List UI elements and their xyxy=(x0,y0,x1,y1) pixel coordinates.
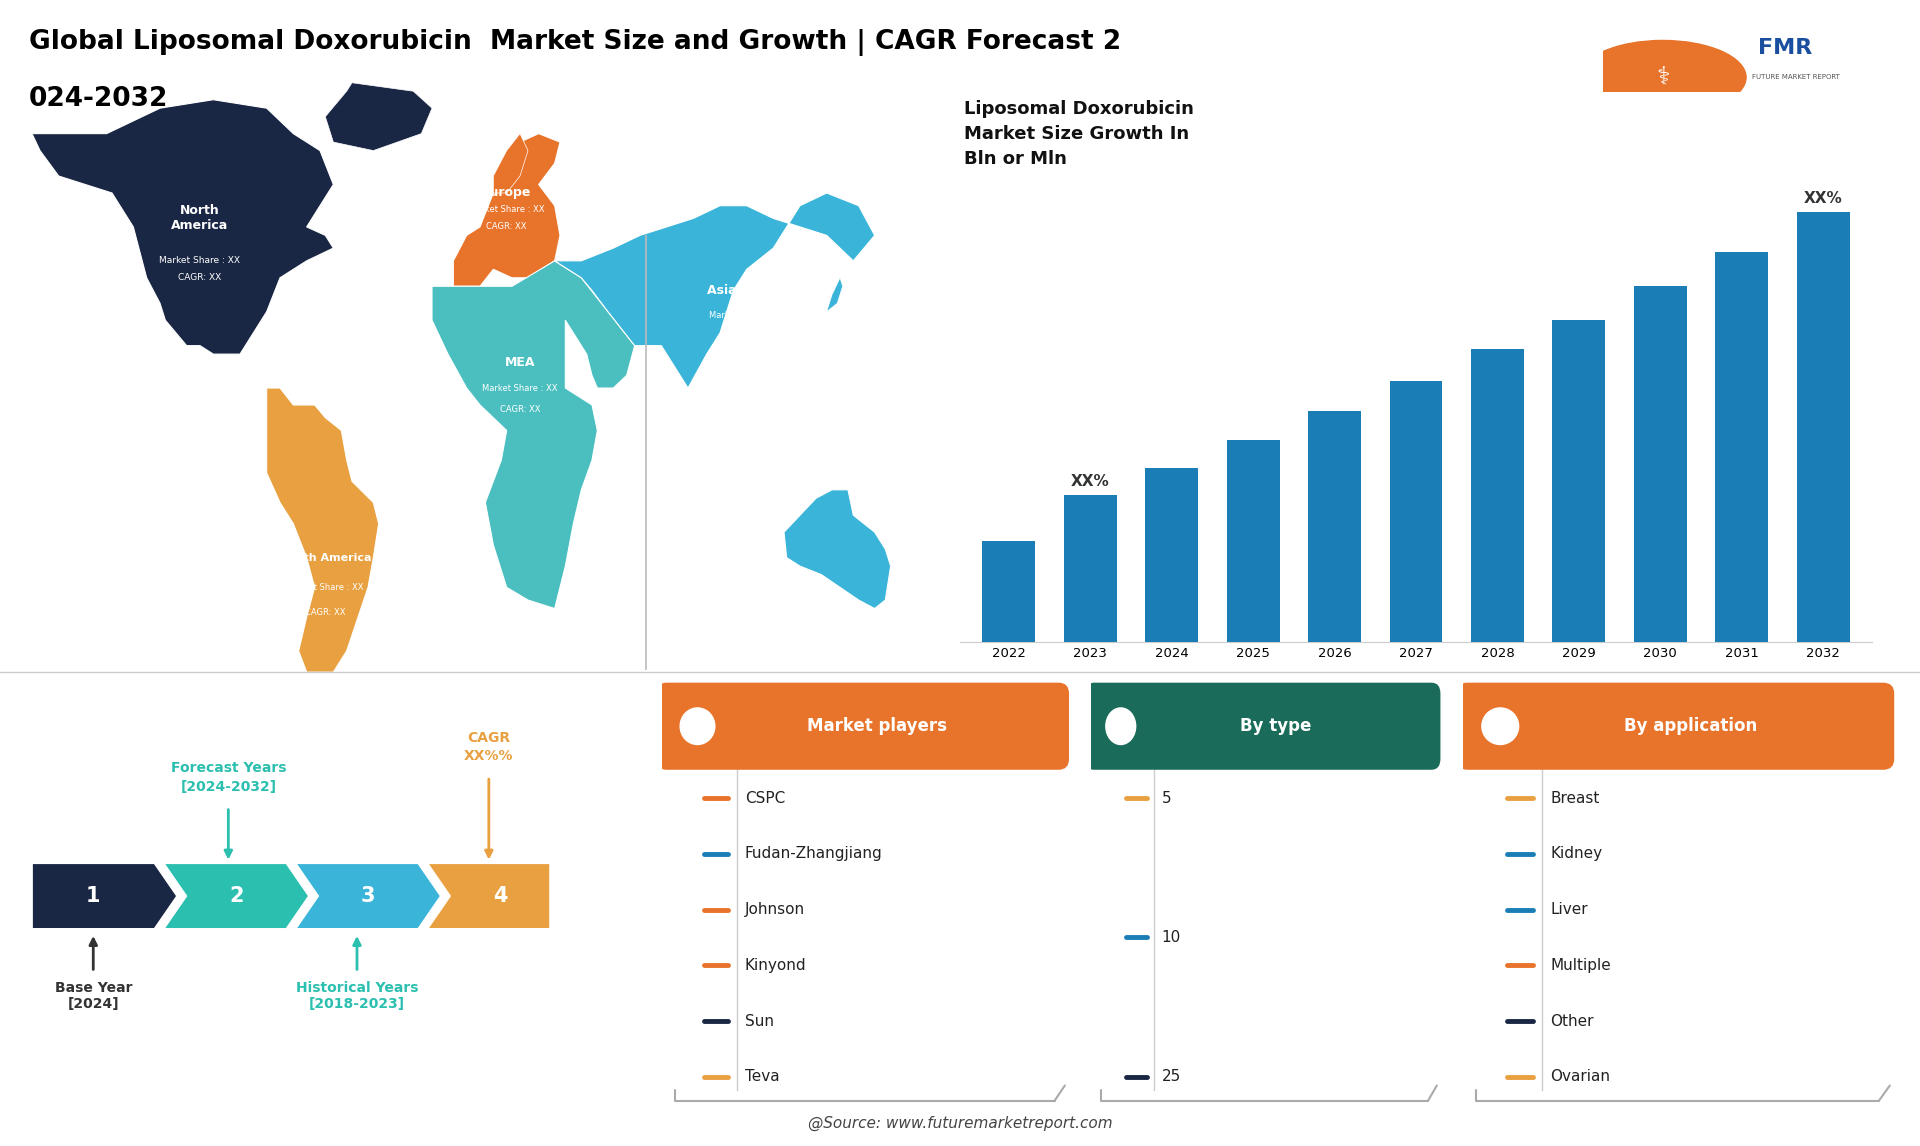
Text: XX%: XX% xyxy=(1803,191,1843,206)
Polygon shape xyxy=(324,83,432,150)
Text: 1: 1 xyxy=(86,886,100,906)
Circle shape xyxy=(680,708,714,745)
FancyBboxPatch shape xyxy=(1457,683,1895,770)
Circle shape xyxy=(1106,708,1135,745)
Polygon shape xyxy=(267,388,378,672)
Text: FUTURE MARKET REPORT: FUTURE MARKET REPORT xyxy=(1751,74,1839,80)
Polygon shape xyxy=(428,863,549,928)
Text: MEA: MEA xyxy=(505,356,536,369)
Bar xyxy=(1144,468,1198,642)
Text: 024-2032: 024-2032 xyxy=(29,86,169,112)
Text: CAGR: XX: CAGR: XX xyxy=(499,405,540,414)
Text: Market Share : XX: Market Share : XX xyxy=(468,205,545,214)
Text: Breast: Breast xyxy=(1551,791,1599,806)
Text: By type: By type xyxy=(1240,717,1311,736)
Text: 10: 10 xyxy=(1162,929,1181,945)
Text: Ovarian: Ovarian xyxy=(1551,1069,1611,1084)
Bar xyxy=(1797,212,1849,642)
Text: Market Share : XX: Market Share : XX xyxy=(288,583,363,591)
Text: Market Share : XX: Market Share : XX xyxy=(708,312,785,321)
Text: 4: 4 xyxy=(493,886,507,906)
Polygon shape xyxy=(163,863,309,928)
Text: Market Share : XX: Market Share : XX xyxy=(159,257,240,266)
Text: North
America: North America xyxy=(171,204,228,233)
Text: Johnson: Johnson xyxy=(745,902,804,917)
Text: Forecast Years
[2024-2032]: Forecast Years [2024-2032] xyxy=(171,761,286,794)
Circle shape xyxy=(1482,708,1519,745)
Text: Market players: Market players xyxy=(806,717,947,736)
Polygon shape xyxy=(555,193,876,388)
Bar xyxy=(1064,495,1117,642)
Text: Market Share : XX: Market Share : XX xyxy=(482,384,557,393)
Polygon shape xyxy=(33,863,177,928)
Polygon shape xyxy=(432,261,636,609)
Text: Base Year
[2024]: Base Year [2024] xyxy=(54,981,132,1011)
Text: Liver: Liver xyxy=(1551,902,1588,917)
Text: South America: South America xyxy=(280,552,371,563)
Text: Asia Pacific: Asia Pacific xyxy=(707,284,787,297)
Text: FMR: FMR xyxy=(1759,38,1812,58)
Text: CSPC: CSPC xyxy=(745,791,785,806)
Text: @Source: www.futuremarketreport.com: @Source: www.futuremarketreport.com xyxy=(808,1116,1112,1131)
Polygon shape xyxy=(33,100,334,354)
Bar xyxy=(1715,252,1768,642)
Text: CAGR: XX: CAGR: XX xyxy=(726,332,766,342)
FancyBboxPatch shape xyxy=(657,683,1069,770)
Text: Europe: Europe xyxy=(482,187,532,199)
Polygon shape xyxy=(493,134,528,193)
Text: Historical Years
[2018-2023]: Historical Years [2018-2023] xyxy=(296,981,419,1011)
Text: Sun: Sun xyxy=(745,1013,774,1029)
Text: Liposomal Doxorubicin
Market Size Growth In
Bln or Mln: Liposomal Doxorubicin Market Size Growth… xyxy=(964,101,1194,168)
Text: Kidney: Kidney xyxy=(1551,846,1603,862)
Bar xyxy=(983,541,1035,642)
Text: Global Liposomal Doxorubicin  Market Size and Growth | CAGR Forecast 2: Global Liposomal Doxorubicin Market Size… xyxy=(29,29,1121,56)
Bar xyxy=(1390,380,1442,642)
Text: 2: 2 xyxy=(228,886,244,906)
Text: Multiple: Multiple xyxy=(1551,958,1611,973)
Text: Fudan-Zhangjiang: Fudan-Zhangjiang xyxy=(745,846,883,862)
Text: CAGR: XX: CAGR: XX xyxy=(486,222,526,231)
Text: CAGR: XX: CAGR: XX xyxy=(179,273,221,282)
Text: 5: 5 xyxy=(1162,791,1171,806)
FancyBboxPatch shape xyxy=(1085,683,1440,770)
Text: XX%: XX% xyxy=(1071,474,1110,489)
Bar xyxy=(1634,285,1688,642)
Bar xyxy=(1308,411,1361,642)
Polygon shape xyxy=(783,489,891,609)
Polygon shape xyxy=(453,134,561,286)
Text: 25: 25 xyxy=(1162,1069,1181,1084)
Text: By application: By application xyxy=(1624,717,1757,736)
Bar xyxy=(1471,348,1524,642)
Circle shape xyxy=(1580,40,1745,115)
Bar xyxy=(1227,440,1279,642)
Text: Teva: Teva xyxy=(745,1069,780,1084)
Polygon shape xyxy=(296,863,440,928)
Bar xyxy=(1553,320,1605,642)
Polygon shape xyxy=(828,277,843,312)
Text: CAGR: XX: CAGR: XX xyxy=(305,609,346,618)
Text: ⚕: ⚕ xyxy=(1655,65,1670,89)
Text: CAGR
XX%%: CAGR XX%% xyxy=(465,731,513,763)
Text: 3: 3 xyxy=(361,886,376,906)
Text: Other: Other xyxy=(1551,1013,1594,1029)
Text: Kinyond: Kinyond xyxy=(745,958,806,973)
